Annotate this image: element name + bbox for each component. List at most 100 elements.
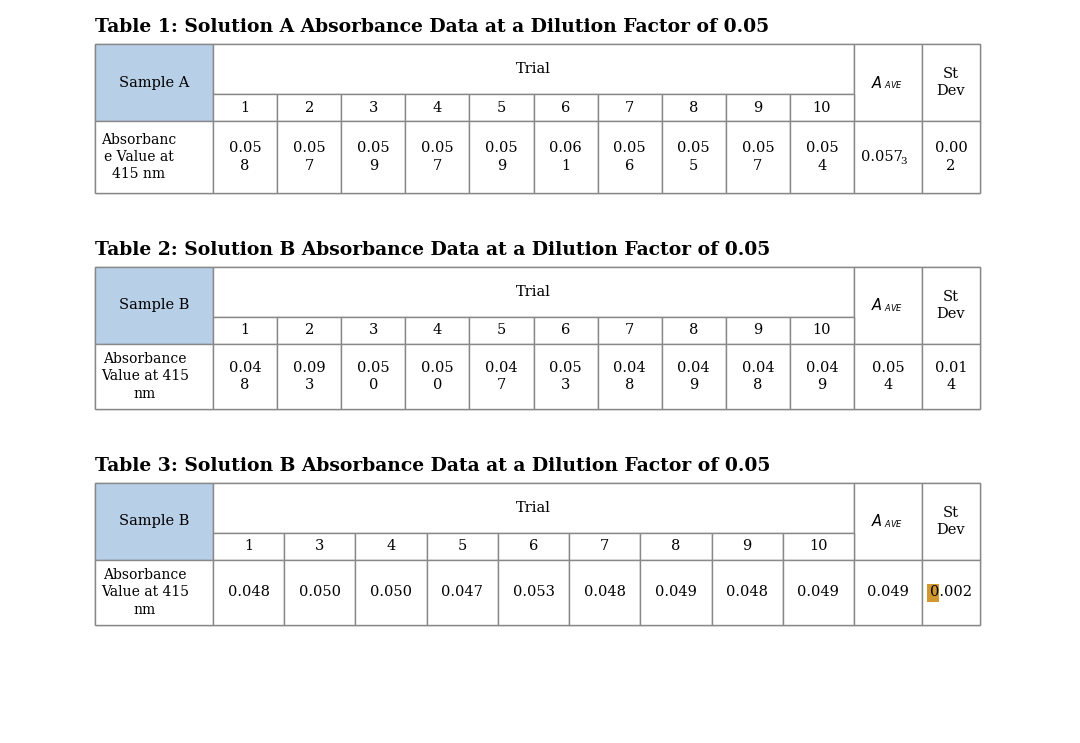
Text: $A$: $A$ bbox=[872, 513, 883, 530]
Text: 0.053: 0.053 bbox=[513, 585, 554, 600]
Bar bbox=[854, 44, 922, 121]
Text: Table 1: Solution A Absorbance Data at a Dilution Factor of 0.05: Table 1: Solution A Absorbance Data at a… bbox=[95, 18, 769, 36]
Text: 0.05
3: 0.05 3 bbox=[550, 361, 582, 392]
Bar bbox=[854, 483, 922, 560]
Bar bbox=[355, 533, 427, 560]
Bar bbox=[789, 121, 854, 193]
Text: 0.04
9: 0.04 9 bbox=[677, 361, 710, 392]
Text: 9: 9 bbox=[753, 323, 762, 337]
Text: 0.04
8: 0.04 8 bbox=[613, 361, 646, 392]
Text: 0.04
8: 0.04 8 bbox=[229, 361, 261, 392]
Bar bbox=[405, 344, 470, 409]
Bar bbox=[854, 344, 922, 409]
Bar bbox=[95, 560, 213, 625]
Text: Absorbanc
e Value at
415 nm: Absorbanc e Value at 415 nm bbox=[102, 133, 176, 181]
Bar bbox=[95, 267, 213, 344]
Bar bbox=[95, 344, 213, 409]
Bar bbox=[597, 94, 662, 121]
Bar bbox=[789, 94, 854, 121]
Bar bbox=[640, 533, 712, 560]
Text: 0.049: 0.049 bbox=[867, 585, 909, 600]
Text: 0.050: 0.050 bbox=[370, 585, 413, 600]
Text: Sample B: Sample B bbox=[119, 514, 189, 528]
Text: $_{AVE}$: $_{AVE}$ bbox=[885, 517, 903, 530]
Bar bbox=[597, 121, 662, 193]
Bar bbox=[726, 317, 789, 344]
Text: $_{AVE}$: $_{AVE}$ bbox=[885, 78, 903, 91]
Bar bbox=[284, 533, 355, 560]
Bar bbox=[95, 267, 980, 409]
Text: 0.048: 0.048 bbox=[583, 585, 625, 600]
Bar bbox=[922, 344, 980, 409]
Text: 0.050: 0.050 bbox=[299, 585, 341, 600]
Bar bbox=[922, 121, 980, 193]
Bar bbox=[213, 533, 284, 560]
Text: St
Dev: St Dev bbox=[936, 67, 966, 98]
Text: 7: 7 bbox=[625, 323, 634, 337]
Bar bbox=[213, 121, 278, 193]
Text: 0.057: 0.057 bbox=[861, 150, 903, 164]
Text: 1: 1 bbox=[241, 100, 249, 114]
Bar bbox=[470, 121, 534, 193]
Text: 0.05
8: 0.05 8 bbox=[229, 141, 261, 172]
Bar bbox=[922, 44, 980, 121]
Text: 0.047: 0.047 bbox=[442, 585, 483, 600]
Text: 5: 5 bbox=[497, 100, 507, 114]
Bar bbox=[662, 317, 726, 344]
Bar bbox=[922, 560, 980, 625]
Bar bbox=[95, 44, 213, 121]
Bar bbox=[213, 317, 278, 344]
Text: 0.04
8: 0.04 8 bbox=[742, 361, 774, 392]
Bar bbox=[854, 560, 922, 625]
Bar bbox=[712, 560, 783, 625]
Text: 0.049: 0.049 bbox=[654, 585, 697, 600]
Text: 0.049: 0.049 bbox=[797, 585, 839, 600]
Bar bbox=[213, 483, 854, 533]
Bar bbox=[284, 560, 355, 625]
Text: 8: 8 bbox=[672, 539, 680, 554]
Bar bbox=[213, 94, 278, 121]
Bar bbox=[662, 121, 726, 193]
Bar bbox=[341, 121, 405, 193]
Text: 0.05
9: 0.05 9 bbox=[356, 141, 390, 172]
Bar bbox=[213, 44, 854, 94]
Bar bbox=[470, 94, 534, 121]
Bar bbox=[922, 267, 980, 344]
Text: Absorbance
Value at 415
nm: Absorbance Value at 415 nm bbox=[102, 352, 189, 400]
Text: 3: 3 bbox=[315, 539, 324, 554]
Text: 0.01
4: 0.01 4 bbox=[935, 361, 968, 392]
Text: St
Dev: St Dev bbox=[936, 506, 966, 537]
Bar bbox=[922, 483, 980, 560]
Text: 0.09
3: 0.09 3 bbox=[293, 361, 325, 392]
Bar bbox=[213, 560, 284, 625]
Bar bbox=[278, 121, 341, 193]
Bar bbox=[213, 344, 278, 409]
Bar bbox=[498, 560, 569, 625]
Text: $_{AVE}$: $_{AVE}$ bbox=[885, 301, 903, 314]
Text: 7: 7 bbox=[600, 539, 609, 554]
Text: Sample B: Sample B bbox=[119, 299, 189, 313]
Text: 9: 9 bbox=[753, 100, 762, 114]
Bar bbox=[278, 94, 341, 121]
Text: $A$: $A$ bbox=[872, 297, 883, 314]
Text: 7: 7 bbox=[625, 100, 634, 114]
Bar bbox=[278, 344, 341, 409]
Text: 6: 6 bbox=[561, 323, 570, 337]
Text: 9: 9 bbox=[743, 539, 752, 554]
Text: 0.05
9: 0.05 9 bbox=[485, 141, 517, 172]
Text: Absorbance
Value at 415
nm: Absorbance Value at 415 nm bbox=[102, 568, 189, 617]
Bar bbox=[534, 317, 597, 344]
Bar bbox=[569, 533, 640, 560]
Text: 0.05
6: 0.05 6 bbox=[613, 141, 646, 172]
Bar bbox=[95, 483, 213, 560]
Text: 8: 8 bbox=[689, 100, 699, 114]
Text: 0.05
5: 0.05 5 bbox=[677, 141, 710, 172]
Text: 0.05
4: 0.05 4 bbox=[872, 361, 904, 392]
Bar bbox=[726, 94, 789, 121]
Text: 4: 4 bbox=[433, 323, 442, 337]
Bar bbox=[95, 483, 980, 625]
Text: 3: 3 bbox=[901, 157, 907, 166]
Bar bbox=[534, 121, 597, 193]
Bar bbox=[534, 94, 597, 121]
Text: 0.00
2: 0.00 2 bbox=[934, 141, 968, 172]
